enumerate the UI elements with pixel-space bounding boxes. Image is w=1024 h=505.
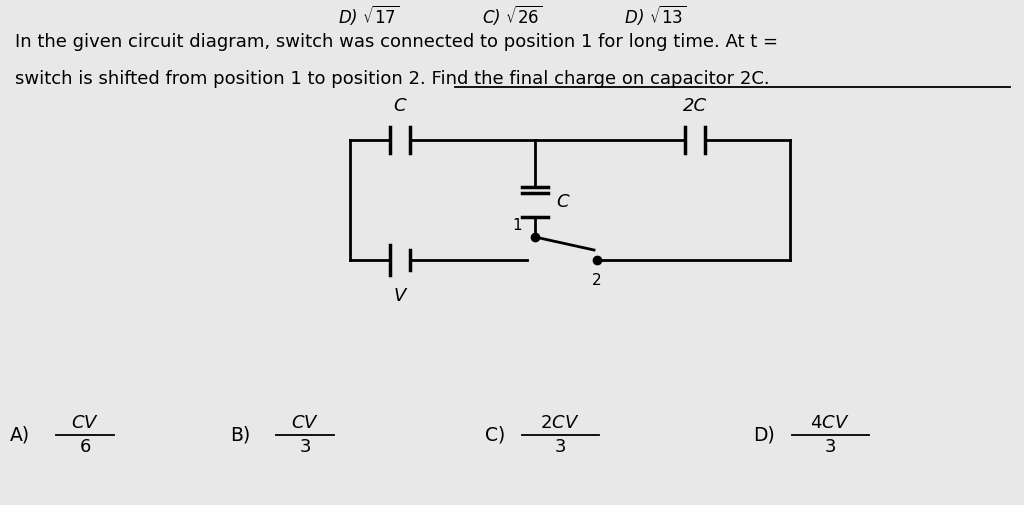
- Text: $6$: $6$: [79, 438, 91, 456]
- Text: $3$: $3$: [554, 438, 566, 456]
- Text: switch is shifted from position 1 to position 2. Find the final charge on capaci: switch is shifted from position 1 to pos…: [15, 70, 770, 88]
- Text: $3$: $3$: [824, 438, 836, 456]
- Text: $2CV$: $2CV$: [541, 414, 580, 432]
- Text: 2: 2: [592, 273, 602, 288]
- Text: In the given circuit diagram, switch was connected to position 1 for long time. : In the given circuit diagram, switch was…: [15, 33, 778, 51]
- Text: B): B): [229, 426, 250, 444]
- Text: C): C): [484, 426, 505, 444]
- Text: $CV$: $CV$: [291, 414, 318, 432]
- Text: $CV$: $CV$: [71, 414, 99, 432]
- Text: C: C: [556, 193, 568, 211]
- Text: $3$: $3$: [299, 438, 311, 456]
- Text: 1: 1: [512, 218, 522, 233]
- Text: $4CV$: $4CV$: [810, 414, 850, 432]
- Text: D): D): [754, 426, 775, 444]
- Text: D) $\sqrt{17}$                C) $\sqrt{26}$                D) $\sqrt{13}$: D) $\sqrt{17}$ C) $\sqrt{26}$ D) $\sqrt{…: [338, 3, 686, 27]
- Text: V: V: [394, 287, 407, 305]
- Text: 2C: 2C: [683, 97, 707, 115]
- Text: A): A): [10, 426, 30, 444]
- Text: C: C: [393, 97, 407, 115]
